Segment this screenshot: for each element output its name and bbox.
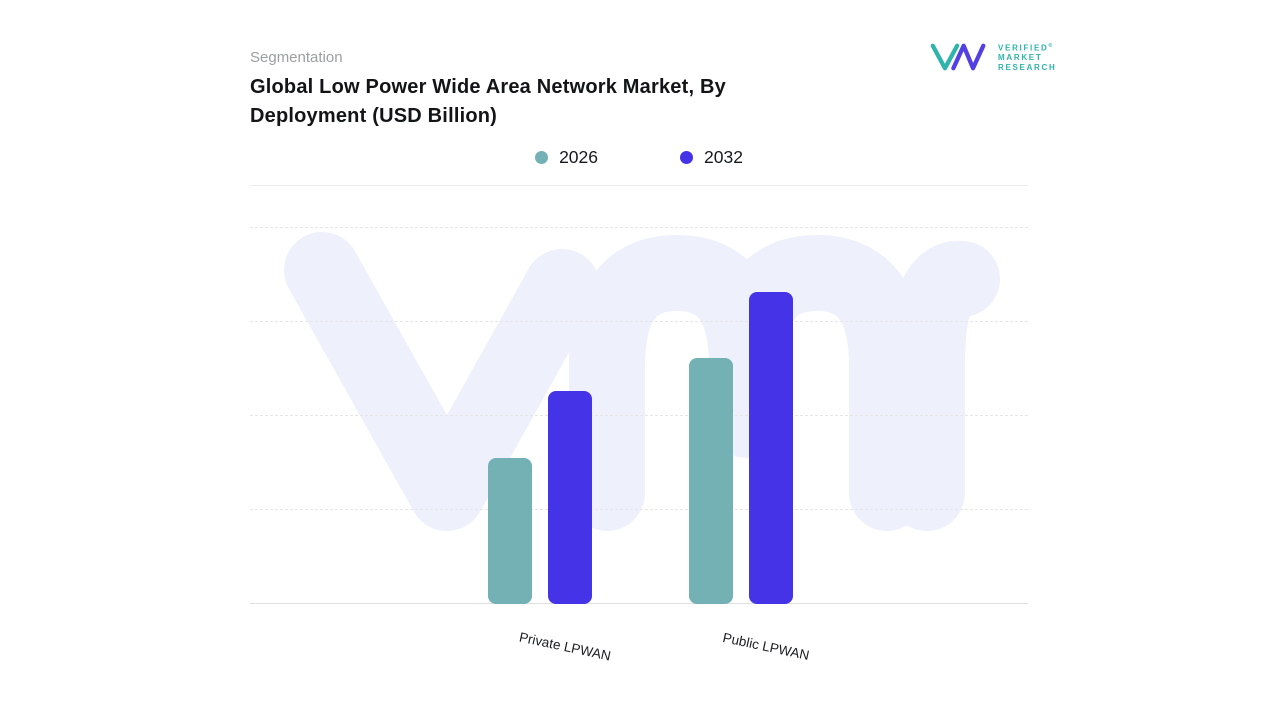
bar-private-lpwan-2026 [487,458,532,604]
title-line-2: Deployment (USD Billion) [250,105,498,127]
gridline [250,415,1028,416]
plot-area: Private LPWAN Public LPWAN [250,225,1028,664]
brand-line-2: MARKET [998,53,1043,63]
x-axis-label: Public LPWAN [720,630,811,663]
x-axis-line [250,603,1028,604]
brand-logo: VERIFIED® MARKET RESEARCH [930,42,1057,72]
bar-private-lpwan-2032 [547,391,592,604]
legend-item-2032: 2032 [680,147,743,168]
legend-label-2032: 2032 [704,147,743,167]
brand-line-1: VERIFIED® [998,43,1053,53]
legend-label-2026: 2026 [559,147,598,167]
title-line-1: Global Low Power Wide Area Network Marke… [250,76,726,98]
gridline [250,509,1028,510]
brand-wordmark: VERIFIED® MARKET RESEARCH [998,42,1057,72]
vmr-watermark [284,232,1000,531]
gridline [250,321,1028,322]
legend-dot-2032 [680,151,693,164]
legend-item-2026: 2026 [535,147,598,168]
page-title: Global Low Power Wide Area Network Marke… [250,73,726,131]
gridline [250,227,1028,228]
bar-public-lpwan-2032 [748,292,793,604]
brand-line-3: RESEARCH [998,62,1057,72]
legend-dot-2026 [535,151,549,164]
vmr-logo-icon [930,43,986,71]
x-axis-label: Private LPWAN [517,629,612,664]
header-divider [250,185,1028,186]
registered-mark: ® [1048,43,1053,49]
chart-legend: 2026 2032 [250,147,1028,168]
eyebrow-label: Segmentation [250,49,343,66]
bar-public-lpwan-2026 [688,358,733,604]
